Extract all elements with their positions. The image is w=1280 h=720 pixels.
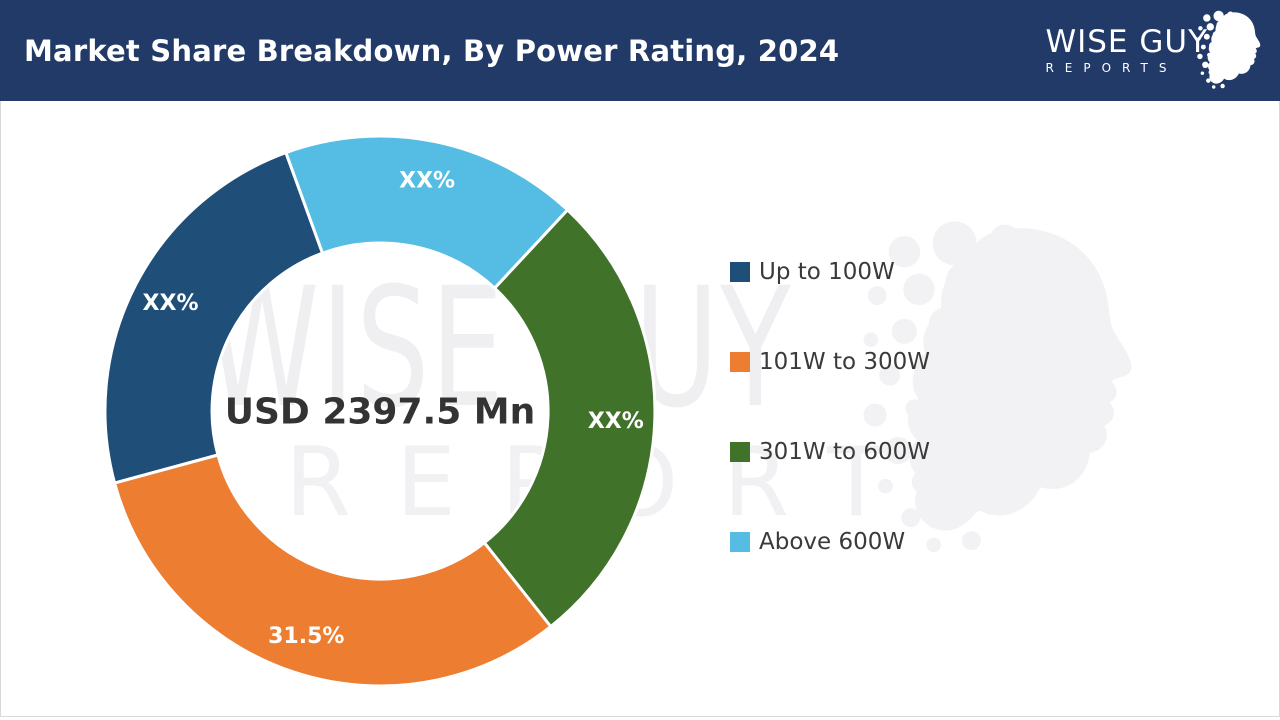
legend-swatch-101w-to-300w <box>730 352 750 372</box>
wise-guy-logo: WISE GUY REPORTS <box>1045 9 1268 93</box>
slice-value-label-301w-to-600w: XX% <box>588 409 644 434</box>
legend-item-up-to-100w: Up to 100W <box>730 258 930 286</box>
slice-value-label-up-to-100w: XX% <box>143 291 199 316</box>
legend-swatch-301w-to-600w <box>730 442 750 462</box>
legend-item-301w-to-600w: 301W to 600W <box>730 438 930 466</box>
legend-label: Up to 100W <box>759 259 895 285</box>
legend-item-above-600w: Above 600W <box>730 528 930 556</box>
slice-value-label-101w-to-300w: 31.5% <box>268 624 344 649</box>
legend-label: Above 600W <box>759 529 906 555</box>
slice-value-label-above-600w: XX% <box>399 168 455 193</box>
donut-slice-up-to-100w <box>103 151 324 485</box>
page-title: Market Share Breakdown, By Power Rating,… <box>24 33 840 68</box>
center-value-label: USD 2397.5 Mn <box>225 392 535 433</box>
donut-slice-301w-to-600w <box>482 208 657 628</box>
donut-slice-above-600w <box>284 134 569 290</box>
logo-subtext: REPORTS <box>1045 60 1178 75</box>
header-bar: Market Share Breakdown, By Power Rating,… <box>0 0 1280 101</box>
logo-text: WISE GUY REPORTS <box>1045 26 1208 75</box>
logo-wordmark: WISE GUY <box>1045 24 1208 61</box>
legend-swatch-above-600w <box>730 532 750 552</box>
dotted-head-icon <box>1194 9 1268 93</box>
legend-label: 301W to 600W <box>759 439 930 465</box>
donut-slice-101w-to-300w <box>113 453 553 688</box>
legend-swatch-up-to-100w <box>730 262 750 282</box>
legend-item-101w-to-300w: 101W to 300W <box>730 348 930 376</box>
legend: Up to 100W 101W to 300W 301W to 600W Abo… <box>730 258 930 618</box>
legend-label: 101W to 300W <box>759 349 930 375</box>
